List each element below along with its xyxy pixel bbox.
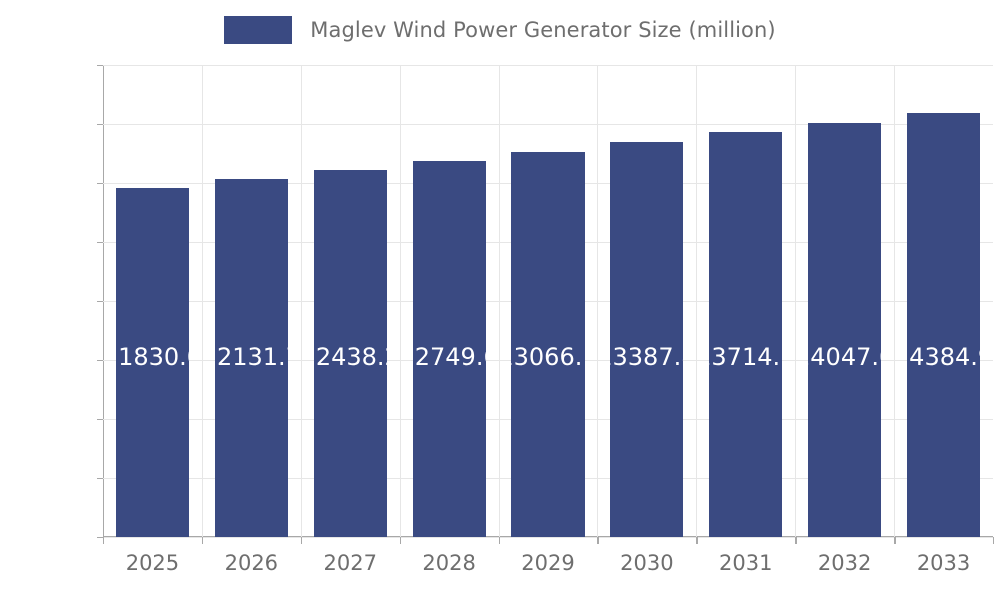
- bar-value-label: 14047.0: [808, 343, 881, 371]
- bar-value-label: 13387.8: [610, 343, 683, 371]
- x-tick-mark: [498, 537, 500, 544]
- bar[interactable]: 14384.9: [906, 112, 981, 537]
- bar-value-label: 13066.1: [511, 343, 584, 371]
- y-tick-mark: [97, 537, 103, 539]
- x-tick-label: 2030: [620, 551, 674, 575]
- x-tick-label: 2031: [719, 551, 773, 575]
- x-tick-mark: [597, 537, 599, 544]
- x-tick-label: 2029: [521, 551, 575, 575]
- bar[interactable]: 12749.6: [412, 160, 486, 537]
- plot-area: 0200040006000800010000120001400016000 20…: [97, 65, 995, 575]
- y-tick-mark: [97, 478, 103, 480]
- legend-swatch-icon: [224, 16, 293, 44]
- x-tick-label: 2032: [817, 551, 872, 575]
- gridline-vertical: [795, 65, 797, 537]
- gridline-vertical: [399, 65, 401, 537]
- bar-value-label: 12131.7: [215, 343, 288, 371]
- x-tick-mark: [399, 537, 402, 544]
- x-tick-mark: [696, 537, 698, 544]
- bar[interactable]: 12131.7: [214, 179, 288, 537]
- bar[interactable]: 12438.2: [313, 170, 387, 537]
- bar-value-label: 11830.0: [116, 343, 189, 371]
- gridline-horizontal: [103, 65, 993, 66]
- y-tick-mark: [97, 360, 103, 362]
- bar[interactable]: 11830.0: [115, 188, 190, 537]
- gridline-vertical: [894, 65, 896, 537]
- x-tick-label: 2033: [916, 551, 971, 575]
- y-tick-mark: [97, 242, 103, 244]
- bar[interactable]: 14047.0: [808, 122, 882, 537]
- gridline-vertical: [696, 65, 698, 537]
- gridline-vertical: [597, 65, 599, 537]
- bar[interactable]: 13387.8: [610, 142, 684, 537]
- x-tick-label: 2026: [224, 551, 279, 575]
- gridline-vertical: [201, 65, 203, 537]
- bar[interactable]: 13714.7: [709, 132, 783, 537]
- legend-label: Maglev Wind Power Generator Size (millio…: [310, 18, 776, 42]
- gridline-vertical: [498, 65, 500, 537]
- y-tick-mark: [97, 301, 103, 303]
- x-tick-mark: [300, 537, 303, 544]
- bar-value-label: 13714.7: [709, 343, 782, 371]
- gridline-vertical: [300, 65, 302, 537]
- x-tick-mark: [795, 537, 797, 544]
- bar[interactable]: 13066.1: [511, 151, 585, 537]
- y-tick-mark: [97, 124, 103, 126]
- x-tick-label: 2027: [323, 551, 377, 575]
- bar-value-label: 12749.6: [413, 343, 486, 371]
- x-tick-mark: [894, 537, 896, 544]
- y-tick-mark: [97, 183, 103, 185]
- x-tick-mark: [103, 537, 105, 544]
- y-tick-mark: [97, 65, 103, 67]
- x-tick-mark: [993, 537, 995, 544]
- y-tick-mark: [97, 419, 103, 421]
- bar-value-label: 12438.2: [314, 343, 387, 371]
- bar-value-label: 14384.9: [907, 343, 980, 371]
- gridline-horizontal: [103, 124, 993, 125]
- gridline-horizontal: [103, 537, 993, 538]
- x-tick-label: 2025: [125, 551, 180, 575]
- x-tick-label: 2028: [422, 551, 476, 575]
- chart-legend: Maglev Wind Power Generator Size (millio…: [0, 12, 1000, 48]
- x-tick-mark: [201, 537, 204, 544]
